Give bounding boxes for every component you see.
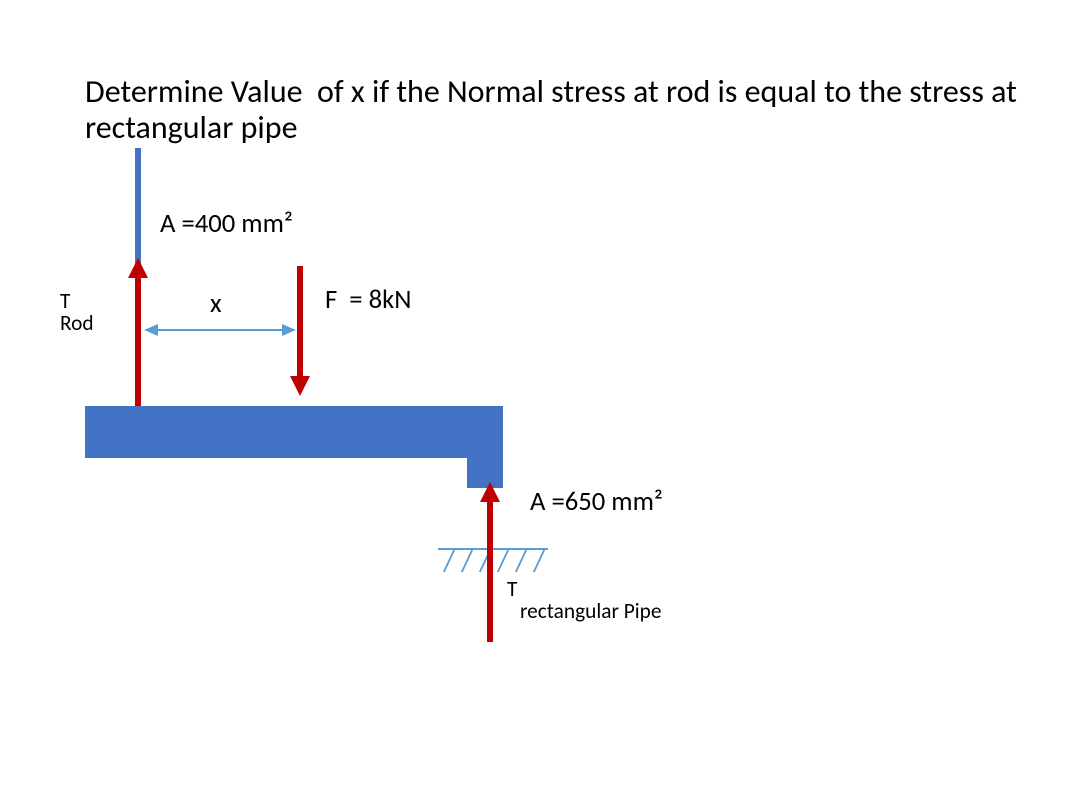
t-rod-sub: Rod <box>60 310 94 336</box>
pipe-arrow-head-icon <box>480 482 500 502</box>
rod-arrow-head-icon <box>128 258 148 278</box>
t-pipe-sub: rectangular Pipe <box>520 598 661 624</box>
dim-x-line <box>156 329 284 331</box>
ground-hatch <box>497 550 509 572</box>
pipe-arrow-line <box>487 500 493 642</box>
ground-hatch <box>515 550 527 572</box>
dim-x-right-icon <box>282 324 296 336</box>
diagram-stage: Determine Value of x if the Normal stres… <box>0 0 1080 809</box>
rod-stem <box>135 148 141 266</box>
rod-arrow-line <box>135 276 141 406</box>
force-arrow-line <box>297 266 303 378</box>
ground-hatch <box>533 550 545 572</box>
force-label: F = 8kN <box>325 284 411 316</box>
problem-line-2: rectangular pipe <box>85 108 297 147</box>
area-rod-label: A =400 mm² <box>160 208 293 240</box>
area-pipe-label: A =650 mm² <box>530 486 663 518</box>
beam <box>85 406 503 458</box>
force-arrow-head-icon <box>290 376 310 396</box>
x-label: x <box>210 288 222 320</box>
problem-line-1: Determine Value of x if the Normal stres… <box>85 72 1017 111</box>
t-pipe-T: T <box>507 576 517 602</box>
ground-hatch <box>443 550 455 572</box>
ground-hatch <box>461 550 473 572</box>
